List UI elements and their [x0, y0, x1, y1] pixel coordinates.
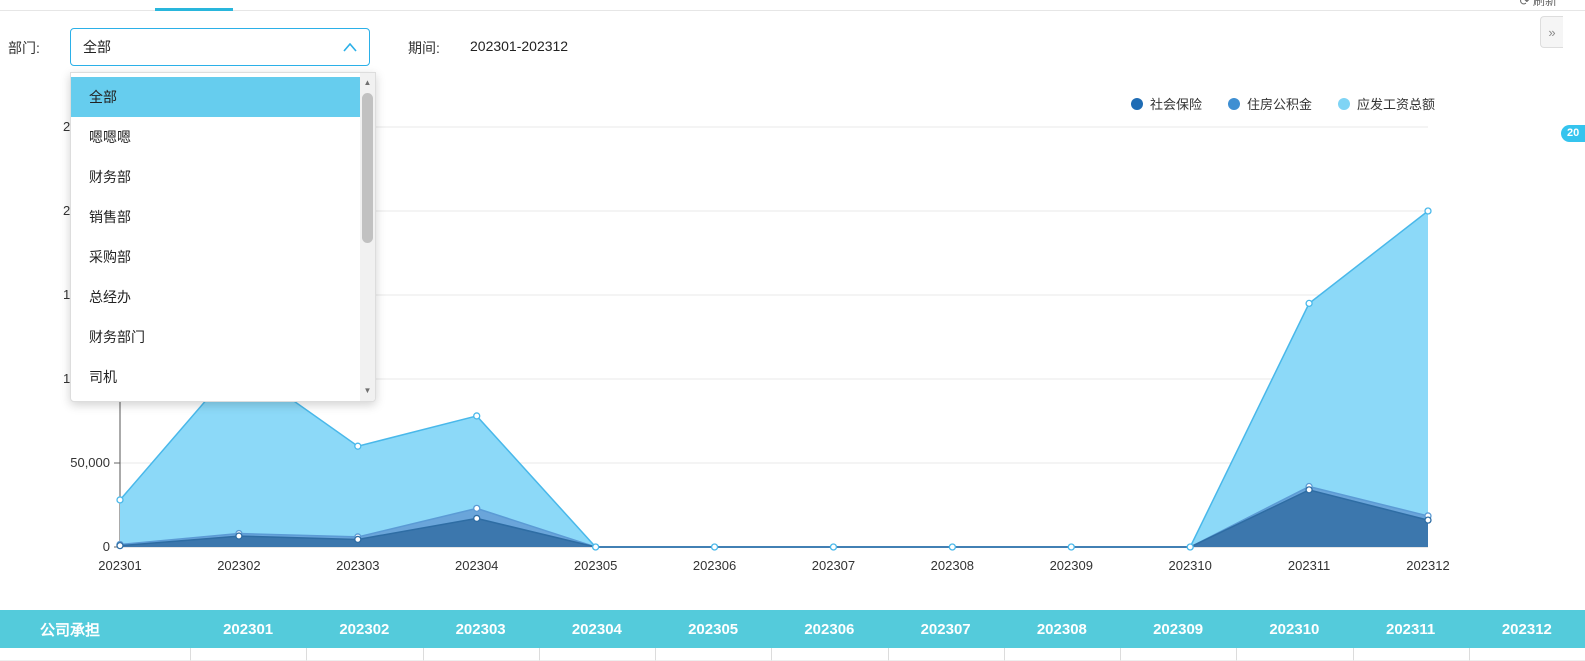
svg-text:202303: 202303: [336, 558, 379, 573]
table-body-cell: [1237, 648, 1354, 661]
summary-table-body-row: [0, 648, 1585, 661]
legend-item[interactable]: 应发工资总额: [1337, 94, 1435, 113]
dropdown-option[interactable]: 总经办: [89, 289, 131, 305]
department-dropdown-list: 全部嗯嗯嗯财务部销售部采购部总经办财务部门司机: [71, 73, 375, 397]
table-body-cell: [772, 648, 889, 661]
table-header-cell: 202312: [1501, 620, 1552, 638]
table-header-cell: 202305: [688, 620, 739, 638]
dropdown-option[interactable]: 司机: [89, 369, 117, 385]
svg-text:202310: 202310: [1168, 558, 1211, 573]
period-label: 期间:: [408, 40, 440, 56]
table-body-cell: [539, 648, 656, 661]
legend-label: 住房公积金: [1246, 97, 1312, 112]
legend-label: 应发工资总额: [1356, 97, 1435, 112]
table-header-cell: 202302: [339, 620, 390, 638]
svg-text:202306: 202306: [693, 558, 736, 573]
table-body-cell: [307, 648, 424, 661]
dropdown-option[interactable]: 销售部: [89, 209, 131, 225]
table-header-cell: 202303: [455, 620, 506, 638]
table-header-cell: 202301: [223, 620, 274, 638]
svg-text:0: 0: [103, 539, 110, 554]
summary-table-header-row: 公司承担 202301 202302 202303 202304 202305 202306…: [0, 610, 1585, 648]
edge-badge[interactable]: 20: [1561, 125, 1585, 142]
dropdown-option[interactable]: 财务部: [89, 169, 131, 185]
table-header-cell: 202310: [1269, 620, 1320, 638]
department-dropdown: 全部嗯嗯嗯财务部销售部采购部总经办财务部门司机 ▲ ▼: [70, 72, 376, 402]
svg-text:202309: 202309: [1050, 558, 1093, 573]
period-value: 202301-202312: [470, 38, 569, 54]
table-body-cell: [0, 648, 191, 661]
refresh-button[interactable]: ⟳ 刷新: [1520, 0, 1557, 6]
department-label: 部门:: [8, 40, 40, 56]
dropdown-option[interactable]: 财务部门: [89, 329, 145, 345]
legend-dot-icon: [1130, 97, 1143, 110]
table-header-cell: 202309: [1153, 620, 1204, 638]
svg-text:50,000: 50,000: [70, 455, 110, 470]
collapse-panel-button[interactable]: »: [1540, 16, 1563, 48]
dropdown-scrollbar[interactable]: ▲ ▼: [360, 73, 375, 401]
table-header-cell: 202308: [1036, 620, 1087, 638]
double-chevron-right-icon: »: [1548, 24, 1556, 40]
refresh-label: 刷新: [1533, 0, 1557, 6]
table-body-cell: [191, 648, 308, 661]
department-select[interactable]: 全部: [70, 28, 370, 66]
table-body-cell: [1469, 648, 1585, 661]
active-tab-underline[interactable]: [155, 8, 233, 11]
svg-text:202301: 202301: [98, 558, 141, 573]
scroll-down-icon[interactable]: ▼: [363, 386, 372, 395]
table-body-cell: [888, 648, 1005, 661]
refresh-icon: ⟳: [1520, 0, 1530, 6]
svg-text:202311: 202311: [1288, 558, 1330, 573]
legend-label: 社会保险: [1149, 97, 1202, 112]
svg-text:202302: 202302: [217, 558, 260, 573]
dropdown-option[interactable]: 全部: [71, 77, 375, 117]
scrollbar-thumb[interactable]: [362, 93, 373, 243]
dropdown-option[interactable]: 采购部: [89, 249, 131, 265]
summary-table: 公司承担 202301 202302 202303 202304 202305 202306…: [0, 610, 1585, 661]
table-body-cell: [656, 648, 773, 661]
scroll-up-icon[interactable]: ▲: [363, 78, 372, 87]
table-header-cell: 202304: [571, 620, 622, 638]
svg-text:202304: 202304: [455, 558, 498, 573]
filter-bar: 部门: 全部 期间: 202301-202312: [0, 26, 1585, 74]
table-header-row-label: 公司承担: [40, 621, 101, 639]
svg-text:202305: 202305: [574, 558, 617, 573]
legend-item[interactable]: 社会保险: [1130, 94, 1202, 113]
chart-legend: 社会保险 住房公积金 应发工资总额: [1130, 94, 1435, 113]
table-body-cell: [1353, 648, 1470, 661]
svg-text:202312: 202312: [1406, 558, 1449, 573]
legend-item[interactable]: 住房公积金: [1227, 94, 1312, 113]
table-header-cell: 202311: [1386, 620, 1436, 638]
department-selected-value: 全部: [83, 39, 111, 55]
legend-dot-icon: [1227, 97, 1240, 110]
table-body-cell: [423, 648, 540, 661]
table-header-cell: 202306: [804, 620, 855, 638]
table-body-cell: [1121, 648, 1238, 661]
svg-text:202308: 202308: [931, 558, 974, 573]
legend-dot-icon: [1337, 97, 1350, 110]
svg-text:202307: 202307: [812, 558, 855, 573]
tab-strip: [0, 0, 1585, 11]
table-body-cell: [1004, 648, 1121, 661]
dropdown-option[interactable]: 嗯嗯嗯: [89, 129, 131, 145]
chevron-up-icon: [343, 42, 357, 52]
table-header-cell: 202307: [920, 620, 971, 638]
